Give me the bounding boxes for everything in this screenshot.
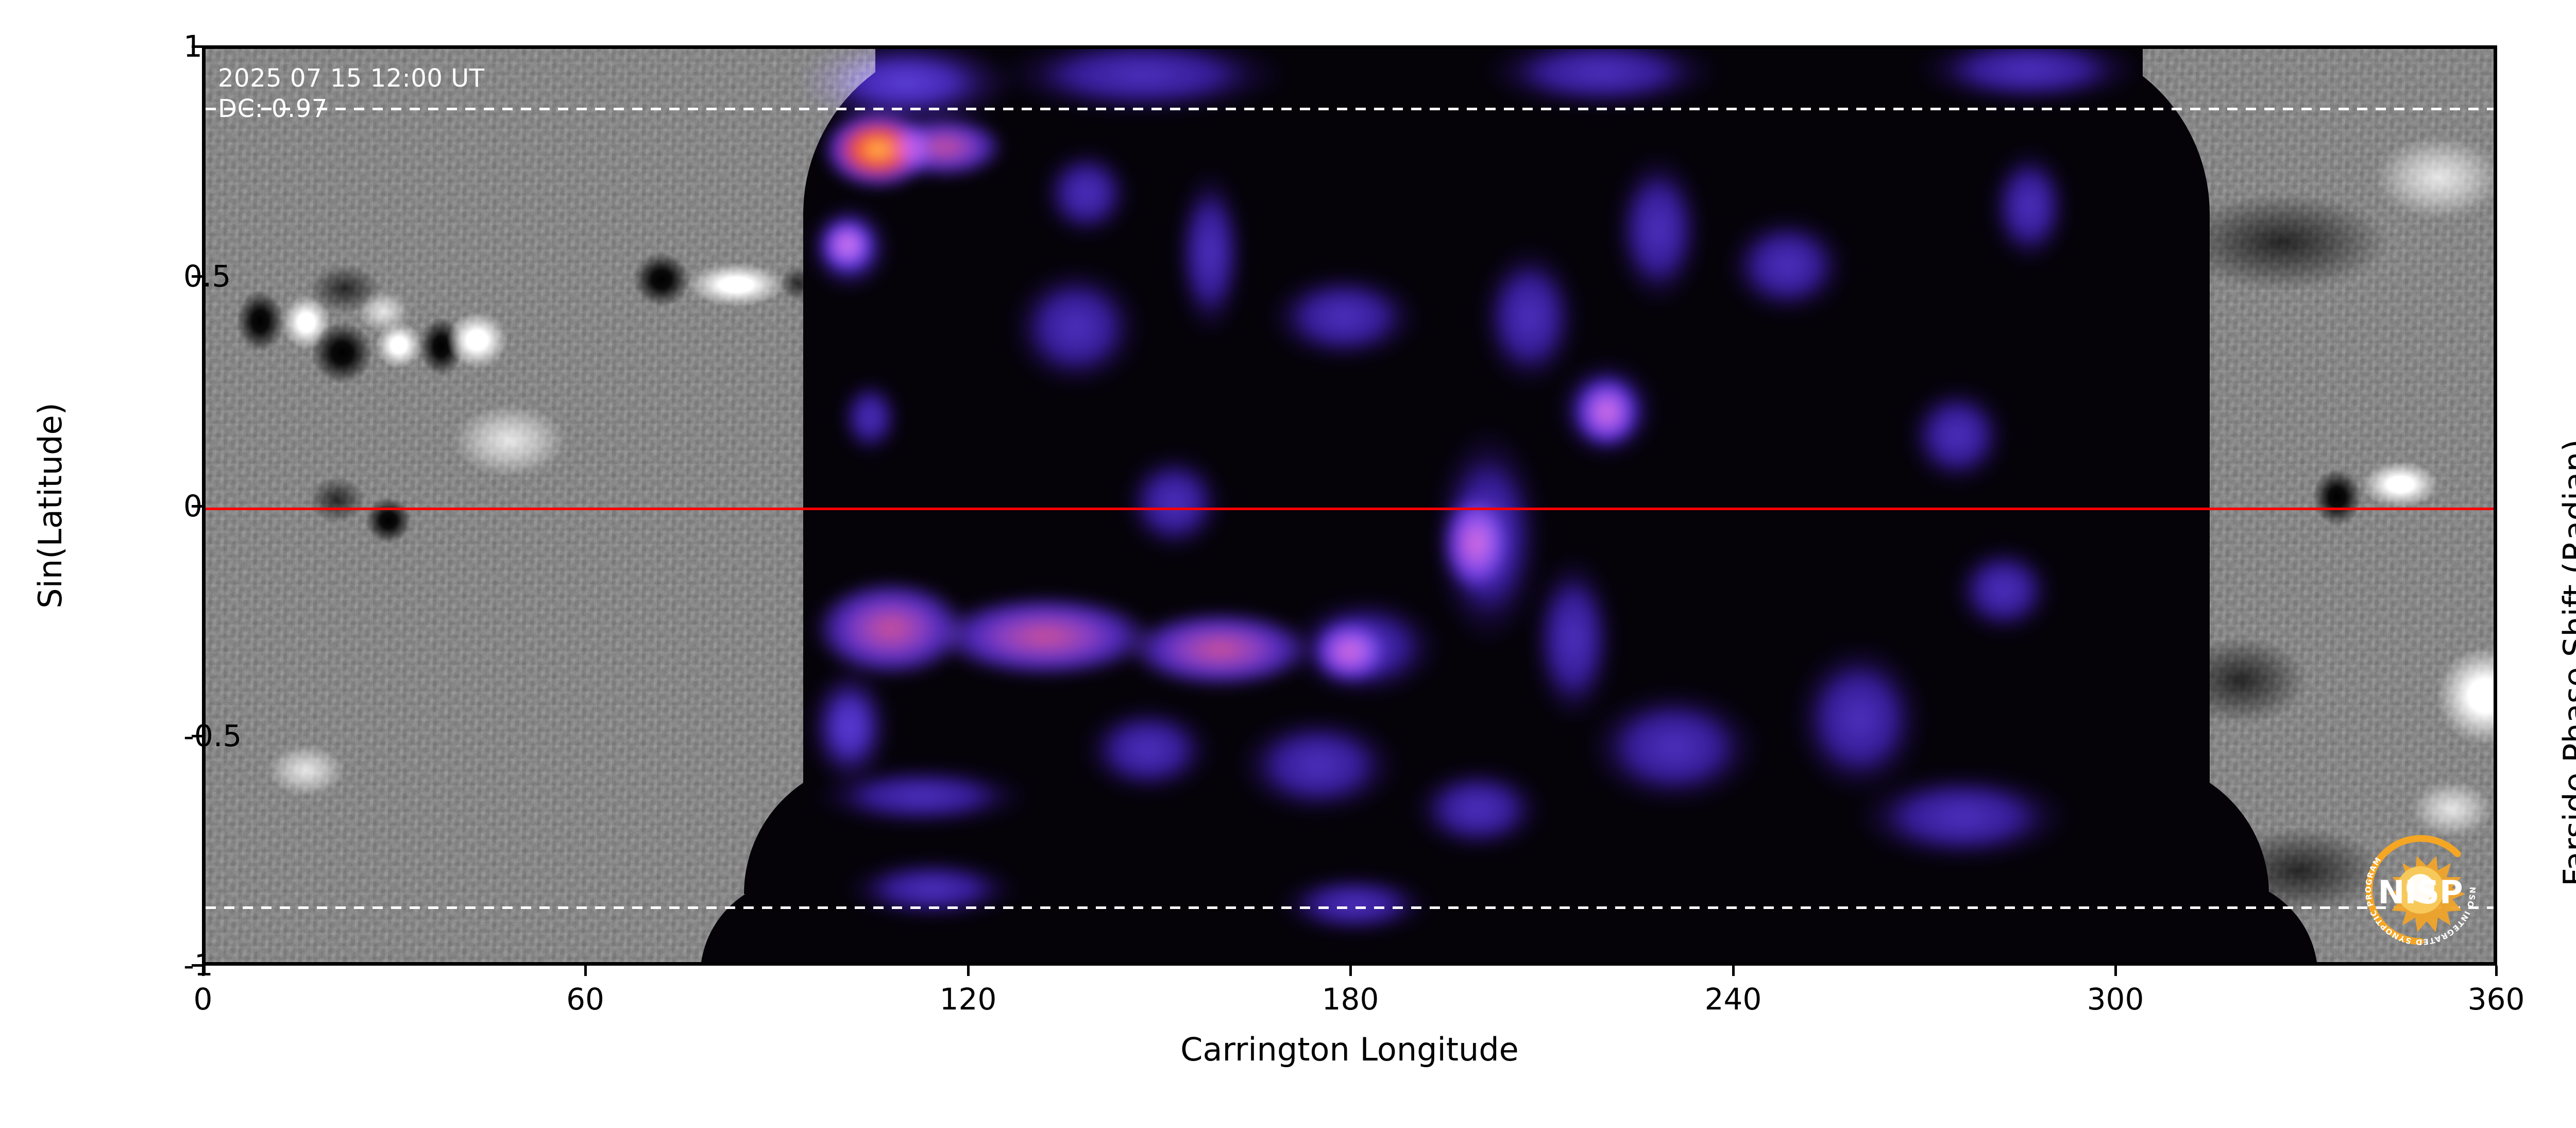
x-axis-title: Carrington Longitude xyxy=(1180,1031,1519,1068)
farside-ar xyxy=(1174,167,1246,338)
farside-ar xyxy=(999,49,1287,116)
ytick-label: 0 xyxy=(183,489,202,524)
ytick-label: -1 xyxy=(183,948,213,983)
farside-ar xyxy=(1576,379,1638,446)
ytick-label: 1 xyxy=(183,29,202,64)
farside-ar xyxy=(1854,770,2071,863)
xtick-label: 0 xyxy=(193,982,213,1017)
ytick-0p5 xyxy=(192,275,202,278)
farside-ar xyxy=(1009,265,1143,389)
xtick-label: 240 xyxy=(1704,982,1762,1017)
map-plot-area: 2025 07 15 12:00 UT DC: 0.97 NSO INTEGRAT… xyxy=(202,45,2497,966)
south-limit-line xyxy=(206,906,2494,909)
farside-ar xyxy=(1792,642,1926,796)
xtick-240 xyxy=(1732,966,1735,976)
overlay-annotation: 2025 07 15 12:00 UT DC: 0.97 xyxy=(218,63,485,124)
farside-ar xyxy=(1267,271,1421,363)
farside-ar xyxy=(1411,765,1545,853)
nisp-logo: NSO INTEGRATED SYNOPTIC PROGRAM NISP xyxy=(2361,830,2480,950)
farside-ar xyxy=(1988,147,2071,265)
ytick-label: -0.5 xyxy=(183,718,242,753)
farside-ar xyxy=(1906,384,2009,487)
farside-ar xyxy=(886,116,1004,178)
ytick-neg1 xyxy=(192,964,202,967)
farside-ar xyxy=(1725,214,1849,317)
ytick-neg0p5 xyxy=(192,735,202,737)
ytick-label: 0.5 xyxy=(183,259,231,294)
farside-ar xyxy=(1586,688,1761,806)
farside-ar xyxy=(1530,554,1617,724)
farside-ar xyxy=(1483,49,1720,111)
xtick-60 xyxy=(584,966,587,976)
farside-ar xyxy=(844,858,1020,920)
farside-ar xyxy=(1478,245,1581,389)
xtick-label: 60 xyxy=(566,982,604,1017)
farside-ar xyxy=(821,219,873,271)
farside-ar xyxy=(1916,49,2143,106)
xtick-label: 120 xyxy=(939,982,997,1017)
ytick-0 xyxy=(192,505,202,508)
farside-ar xyxy=(1952,544,2055,636)
timestamp-label: 2025 07 15 12:00 UT xyxy=(218,64,485,93)
ytick-1 xyxy=(192,45,202,48)
farside-ar xyxy=(1277,873,1432,935)
xtick-300 xyxy=(2114,966,2117,976)
cb-phase-title: Farside Phase Shift (Radian) xyxy=(2556,439,2576,886)
farside-ar xyxy=(1313,621,1385,683)
farside-ar xyxy=(814,765,1030,827)
farside-ar xyxy=(1612,152,1705,307)
farside-ar xyxy=(839,379,901,456)
farside-ar xyxy=(798,49,1014,126)
xtick-label: 300 xyxy=(2087,982,2144,1017)
farside-ar xyxy=(1236,714,1401,817)
xtick-360 xyxy=(2495,966,2498,976)
xtick-120 xyxy=(967,966,970,976)
farside-ar xyxy=(1123,451,1226,554)
north-limit-line xyxy=(206,108,2494,110)
duty-cycle-label: DC: 0.97 xyxy=(218,94,328,123)
farside-ar xyxy=(1442,497,1509,590)
farside-ar xyxy=(808,667,891,786)
farside-phase-shift-layer xyxy=(206,49,2494,962)
xtick-180 xyxy=(1349,966,1352,976)
farside-ar xyxy=(1081,703,1215,796)
y-axis-title: Sin(Latitude) xyxy=(31,402,69,609)
farside-ar-moderate xyxy=(1128,611,1313,688)
xtick-label: 360 xyxy=(2467,982,2525,1017)
svg-text:NISP: NISP xyxy=(2378,873,2463,911)
farside-ar-moderate xyxy=(937,595,1154,678)
equator-line xyxy=(206,508,2494,510)
xtick-label: 180 xyxy=(1321,982,1379,1017)
xtick-0 xyxy=(202,966,205,976)
farside-ar xyxy=(1040,147,1133,240)
